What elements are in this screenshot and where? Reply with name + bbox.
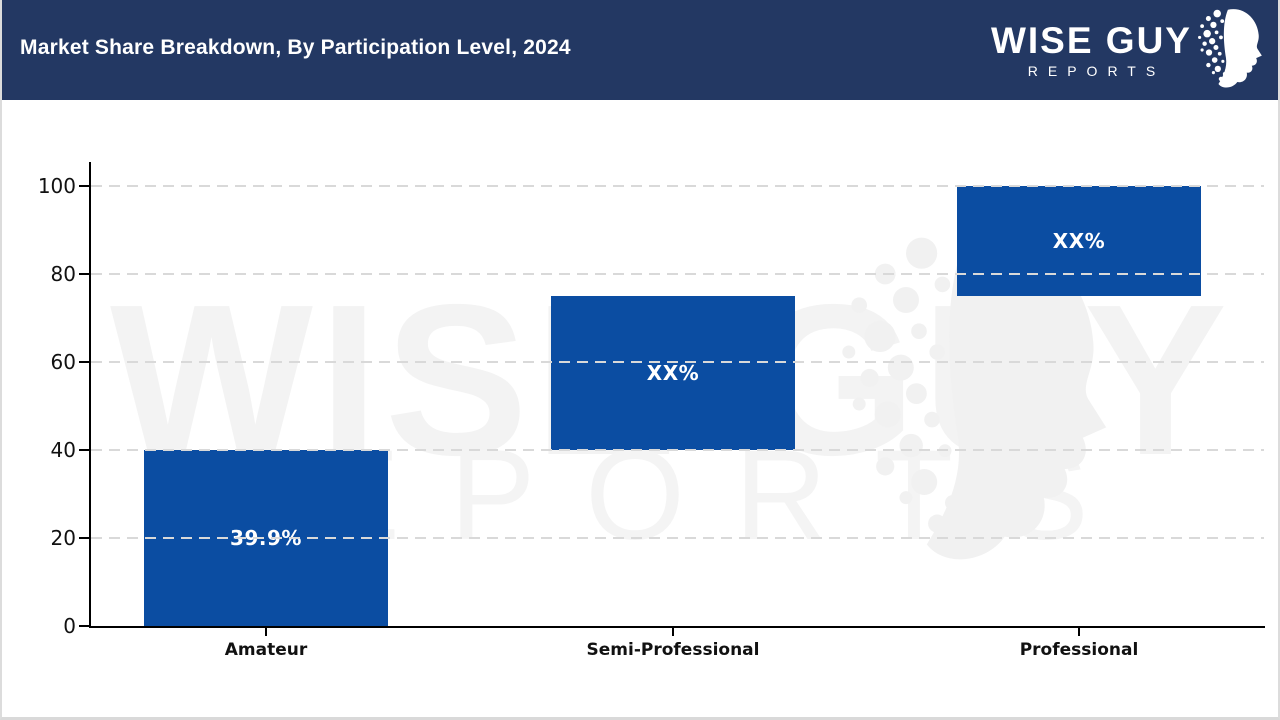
gridline-20	[91, 537, 1264, 539]
x-tick-mark-0	[265, 628, 267, 636]
y-tick-label-80: 80	[50, 262, 76, 286]
bar-semi-professional: XX%	[551, 296, 795, 451]
bar-value-label: XX%	[646, 361, 700, 386]
gridline-100	[91, 185, 1264, 187]
y-tick-label-60: 60	[50, 350, 76, 374]
header: Market Share Breakdown, By Participation…	[2, 0, 1278, 100]
gridline-40	[91, 449, 1264, 451]
bar-value-label: XX%	[1052, 229, 1106, 254]
y-tick-mark-100	[79, 185, 89, 187]
y-tick-label-20: 20	[50, 526, 76, 550]
x-axis-spine	[89, 626, 1265, 628]
gridline-80	[91, 273, 1264, 275]
logo-subtitle: REPORTS	[1027, 63, 1166, 79]
x-tick-label-amateur: Amateur	[224, 640, 308, 660]
x-tick-label-semi-professional: Semi-Professional	[586, 640, 760, 660]
y-tick-label-100: 100	[37, 174, 76, 198]
y-tick-label-0: 0	[63, 614, 76, 638]
bar-professional: XX%	[957, 186, 1201, 297]
logo-text: WISE GUY REPORTS	[991, 22, 1192, 78]
dotted-head-profile-icon	[1198, 9, 1262, 88]
x-tick-label-professional: Professional	[1019, 640, 1139, 660]
page-title: Market Share Breakdown, By Participation…	[20, 36, 571, 59]
y-tick-mark-60	[79, 361, 89, 363]
y-tick-mark-0	[79, 625, 89, 627]
y-tick-mark-80	[79, 273, 89, 275]
y-tick-label-40: 40	[50, 438, 76, 462]
y-tick-mark-40	[79, 449, 89, 451]
y-tick-mark-20	[79, 537, 89, 539]
y-axis-spine	[89, 162, 91, 628]
x-tick-mark-1	[672, 628, 674, 636]
wiseguy-logo: WISE GUY REPORTS	[991, 6, 1264, 94]
logo-wordmark: WISE GUY	[990, 20, 1192, 61]
x-tick-mark-2	[1078, 628, 1080, 636]
gridline-60	[91, 361, 1264, 363]
